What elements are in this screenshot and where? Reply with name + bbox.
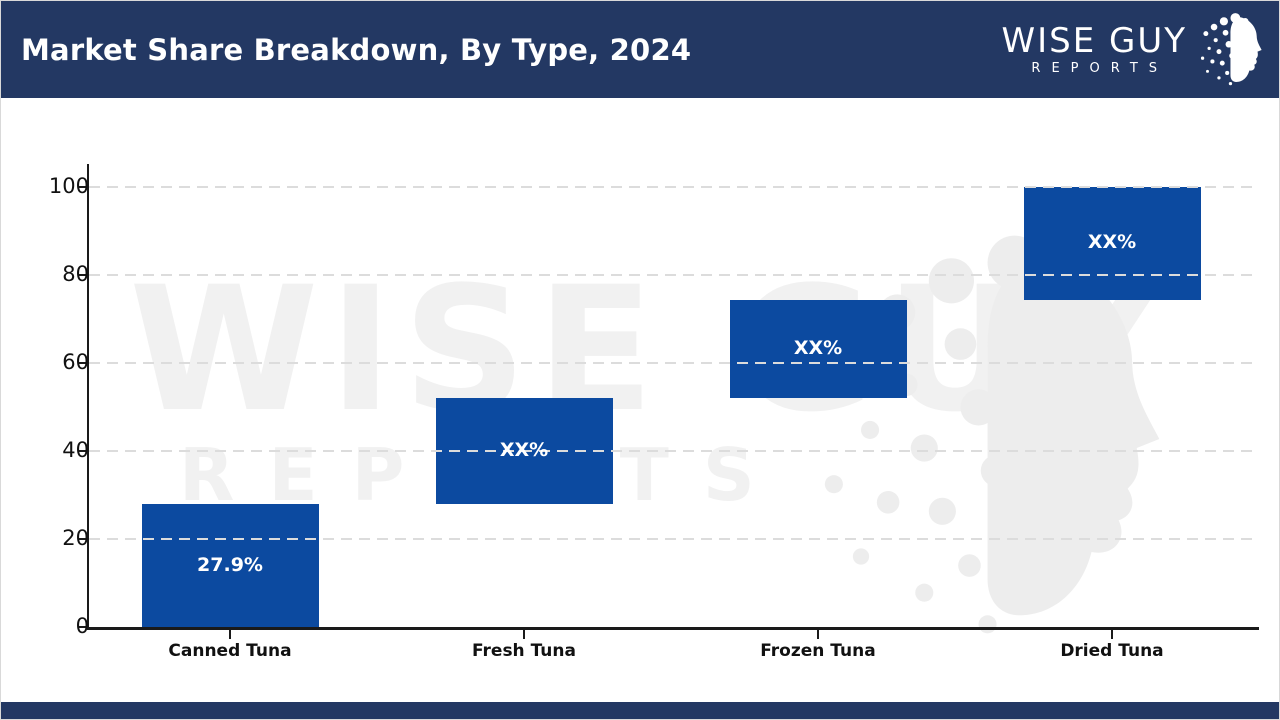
x-tick-mark-fresh-tuna [523,630,525,639]
y-tick-mark-0 [79,626,88,628]
y-tick-label-0: 0 [75,614,89,638]
x-tick-mark-dried-tuna [1111,630,1113,639]
x-tick-mark-canned-tuna [229,630,231,639]
x-axis-line [87,627,1259,630]
x-tick-mark-frozen-tuna [817,630,819,639]
logo-head-icon [1200,13,1262,86]
footer-bar [1,702,1279,719]
gridline-40 [89,450,1257,452]
y-tick-mark-20 [79,538,88,540]
x-axis-label-frozen-tuna: Frozen Tuna [760,641,876,661]
y-tick-label-80: 80 [62,262,89,286]
gridline-80 [89,274,1257,276]
x-axis-label-canned-tuna: Canned Tuna [168,641,292,661]
y-tick-label-100: 100 [48,174,89,198]
y-tick-label-40: 40 [62,438,89,462]
gridline-60 [89,362,1257,364]
gridline-20 [89,538,1257,540]
y-tick-label-60: 60 [62,350,89,374]
x-axis-label-dried-tuna: Dried Tuna [1060,641,1164,661]
header-bar: Market Share Breakdown, By Type, 2024 WI… [1,1,1279,98]
y-tick-mark-60 [79,362,88,364]
bar-frozen-tuna [729,299,907,399]
logo-wordmark: WISE GUY [1001,21,1187,62]
wise-guy-reports-logo: WISE GUY REPORTS [1001,9,1267,91]
y-axis-line [87,164,89,629]
gridline-100 [89,186,1257,188]
y-tick-mark-40 [79,450,88,452]
bar-value-label-canned-tuna: 27.9% [197,553,263,576]
bar-value-label-fresh-tuna: XX% [499,439,549,462]
y-tick-label-20: 20 [62,526,89,550]
bar-value-label-dried-tuna: XX% [1087,231,1137,254]
bar-dried-tuna [1023,187,1201,300]
y-tick-mark-80 [79,274,88,276]
logo-reports-label: REPORTS [1031,60,1169,76]
x-axis-label-fresh-tuna: Fresh Tuna [472,641,576,661]
page-title: Market Share Breakdown, By Type, 2024 [21,32,692,67]
y-tick-mark-100 [79,186,88,188]
bar-value-label-frozen-tuna: XX% [793,336,843,359]
bar-canned-tuna [141,504,319,627]
